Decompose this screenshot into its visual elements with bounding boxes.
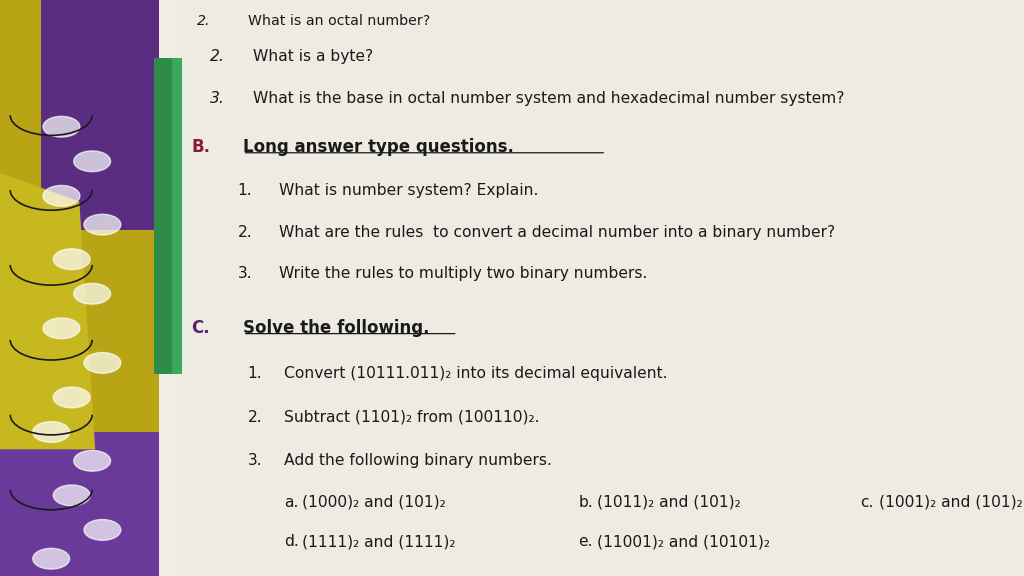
Text: (1000)₂ and (101)₂: (1000)₂ and (101)₂ xyxy=(302,495,445,510)
Circle shape xyxy=(43,318,80,339)
Circle shape xyxy=(74,450,111,471)
Text: c.: c. xyxy=(860,495,873,510)
Circle shape xyxy=(74,151,111,172)
Text: 3.: 3. xyxy=(210,90,224,105)
Text: b.: b. xyxy=(579,495,593,510)
Text: a.: a. xyxy=(284,495,298,510)
Circle shape xyxy=(43,116,80,137)
Text: Add the following binary numbers.: Add the following binary numbers. xyxy=(284,453,552,468)
Circle shape xyxy=(53,485,90,506)
Text: 3.: 3. xyxy=(238,266,252,281)
Circle shape xyxy=(84,214,121,235)
Text: What is an octal number?: What is an octal number? xyxy=(248,14,430,28)
Text: e.: e. xyxy=(579,534,593,549)
Text: 2.: 2. xyxy=(248,410,262,425)
Circle shape xyxy=(74,283,111,304)
Text: (1001)₂ and (101)₂: (1001)₂ and (101)₂ xyxy=(879,495,1022,510)
Text: Solve the following.: Solve the following. xyxy=(243,319,429,337)
Text: Write the rules to multiply two binary numbers.: Write the rules to multiply two binary n… xyxy=(279,266,647,281)
FancyBboxPatch shape xyxy=(0,0,159,576)
Text: Convert (10111.011)₂ into its decimal equivalent.: Convert (10111.011)₂ into its decimal eq… xyxy=(284,366,668,381)
Text: Subtract (1101)₂ from (100110)₂.: Subtract (1101)₂ from (100110)₂. xyxy=(284,410,540,425)
Circle shape xyxy=(43,185,80,206)
Text: B.: B. xyxy=(191,138,211,156)
FancyBboxPatch shape xyxy=(172,58,182,374)
Circle shape xyxy=(53,249,90,270)
Circle shape xyxy=(84,520,121,540)
Polygon shape xyxy=(0,432,159,576)
FancyBboxPatch shape xyxy=(0,0,159,576)
Text: 1.: 1. xyxy=(248,366,262,381)
Text: What is a byte?: What is a byte? xyxy=(253,49,373,64)
Polygon shape xyxy=(41,0,159,230)
Polygon shape xyxy=(0,173,95,449)
Circle shape xyxy=(84,353,121,373)
Text: 2.: 2. xyxy=(197,14,210,28)
Text: (1011)₂ and (101)₂: (1011)₂ and (101)₂ xyxy=(597,495,740,510)
Circle shape xyxy=(33,422,70,442)
Circle shape xyxy=(53,387,90,408)
Text: What is number system? Explain.: What is number system? Explain. xyxy=(279,183,538,198)
Text: 1.: 1. xyxy=(238,183,252,198)
Text: Long answer type questions.: Long answer type questions. xyxy=(243,138,514,156)
Text: (1111)₂ and (1111)₂: (1111)₂ and (1111)₂ xyxy=(302,534,456,549)
Text: d.: d. xyxy=(284,534,298,549)
Text: 2.: 2. xyxy=(238,225,252,240)
Text: What are the rules  to convert a decimal number into a binary number?: What are the rules to convert a decimal … xyxy=(279,225,835,240)
FancyBboxPatch shape xyxy=(181,0,1024,576)
Text: 2.: 2. xyxy=(210,49,224,64)
Text: What is the base in octal number system and hexadecimal number system?: What is the base in octal number system … xyxy=(253,90,845,105)
Text: (11001)₂ and (10101)₂: (11001)₂ and (10101)₂ xyxy=(597,534,770,549)
Text: 3.: 3. xyxy=(248,453,262,468)
Circle shape xyxy=(33,548,70,569)
FancyBboxPatch shape xyxy=(154,58,182,374)
Text: C.: C. xyxy=(191,319,210,337)
